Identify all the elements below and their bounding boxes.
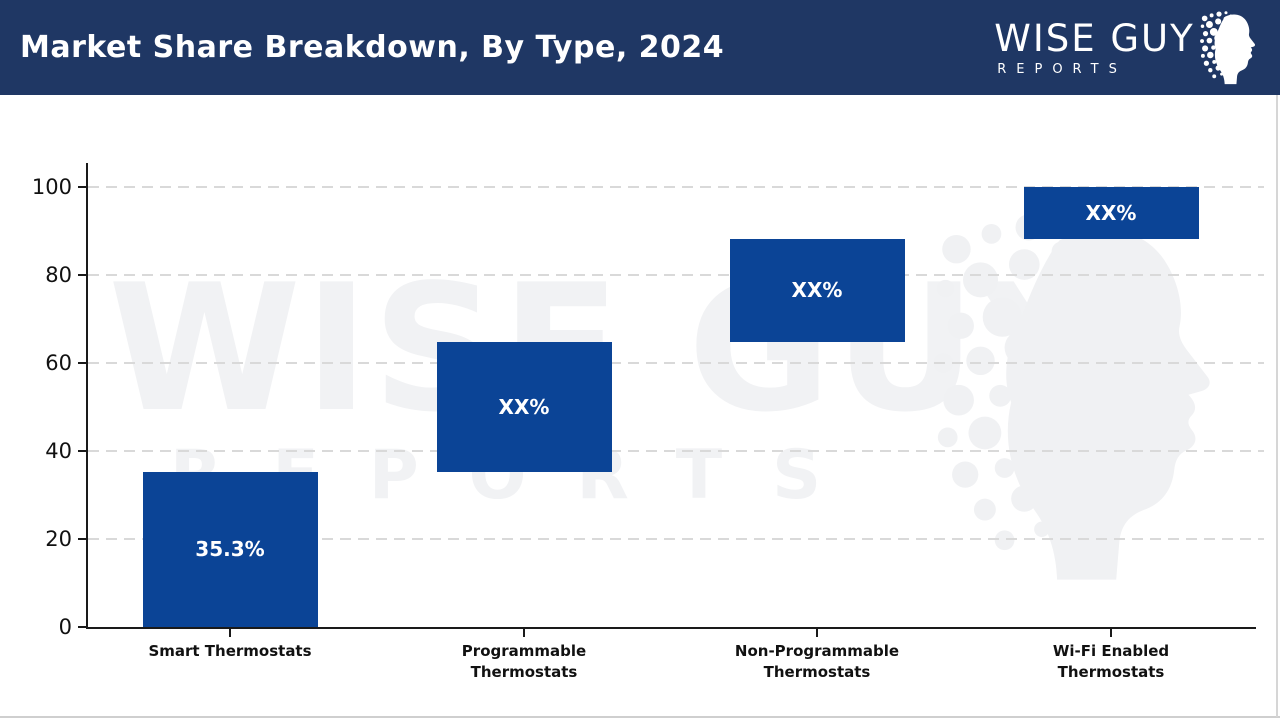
x-tick xyxy=(229,629,231,637)
y-tick xyxy=(78,626,86,628)
x-tick xyxy=(1110,629,1112,637)
page-title: Market Share Breakdown, By Type, 2024 xyxy=(20,30,725,65)
bar-programmable-thermostats: XX% xyxy=(436,341,612,472)
y-tick xyxy=(78,450,86,452)
y-tick-label: 0 xyxy=(58,615,72,639)
y-tick xyxy=(78,274,86,276)
right-border-line xyxy=(1276,95,1278,717)
x-category-label: Non-Programmable Thermostats xyxy=(734,642,900,681)
gridline xyxy=(88,274,1264,276)
y-tick-label: 100 xyxy=(31,175,72,199)
y-axis-line xyxy=(86,163,88,629)
wiseguy-logo-text: WISE GUY REPORTS xyxy=(994,20,1194,77)
x-axis-line xyxy=(86,627,1256,629)
y-tick xyxy=(78,538,86,540)
gridline xyxy=(88,538,1264,540)
y-tick xyxy=(78,186,86,188)
bar-non-programmable-thermostats: XX% xyxy=(729,238,905,342)
bar-value-label: XX% xyxy=(1085,200,1137,225)
logo-wordmark: WISE GUY xyxy=(994,16,1195,60)
x-tick xyxy=(816,629,818,637)
bar-smart-thermostats: 35.3% xyxy=(142,471,318,627)
y-tick-label: 20 xyxy=(45,527,72,551)
x-category-label: Wi-Fi Enabled Thermostats xyxy=(1052,642,1170,681)
header-bar: Market Share Breakdown, By Type, 2024 WI… xyxy=(0,0,1280,95)
gridline xyxy=(88,450,1264,452)
bar-value-label: XX% xyxy=(791,278,843,303)
gridline xyxy=(88,186,1264,188)
bottom-border-line xyxy=(0,716,1280,718)
x-tick xyxy=(523,629,525,637)
y-tick-label: 80 xyxy=(45,263,72,287)
y-tick-label: 40 xyxy=(45,439,72,463)
bar-value-label: XX% xyxy=(498,394,550,419)
bar-wi-fi-enabled-thermostats: XX% xyxy=(1023,187,1199,239)
x-category-label: Smart Thermostats xyxy=(148,642,312,660)
gridline xyxy=(88,362,1264,364)
y-tick-label: 60 xyxy=(45,351,72,375)
logo-tagline: REPORTS xyxy=(997,61,1127,77)
wiseguy-logo: WISE GUY REPORTS xyxy=(994,8,1264,88)
y-tick xyxy=(78,362,86,364)
x-category-label: Programmable Thermostats xyxy=(461,642,587,681)
bar-value-label: 35.3% xyxy=(195,537,265,562)
wiseguy-head-icon xyxy=(1199,11,1255,85)
